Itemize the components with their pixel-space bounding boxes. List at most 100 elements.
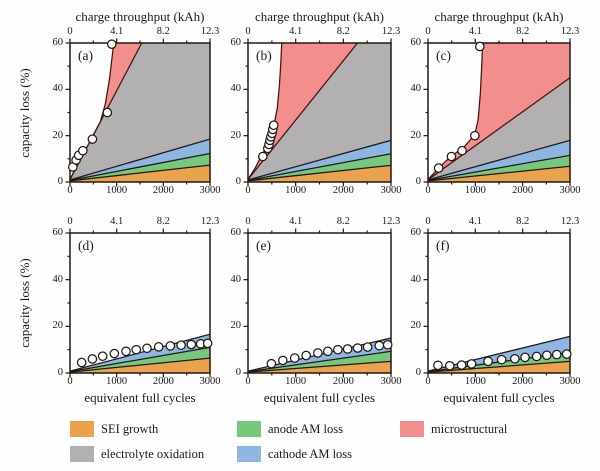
data-point [520, 352, 530, 363]
y-tick-label: 0 [235, 366, 241, 378]
band-electrolyte [70, 43, 210, 180]
subplot-a-canvas [65, 38, 211, 187]
subplot-letter-c: (c) [436, 48, 451, 63]
top-tick-label: 4.1 [289, 26, 303, 37]
edge-electrolyte [428, 77, 570, 181]
edge-cathode [428, 139, 570, 181]
y-tick-label: 40 [410, 273, 422, 285]
data-point [541, 350, 552, 361]
top-tick-label: 0 [425, 26, 431, 37]
top-axis-title: charge throughput (kAh) [75, 9, 205, 24]
subplot-letter-e: (e) [256, 238, 271, 253]
ticks [243, 228, 392, 378]
y-tick-label: 60 [52, 226, 64, 238]
data-point [106, 39, 117, 49]
band-electrolyte [248, 43, 391, 180]
top-tick-label: 0 [67, 216, 73, 227]
edge-anode [70, 346, 210, 373]
band-micro [428, 43, 570, 180]
data-point [483, 356, 493, 367]
top-tick-label: 8.2 [516, 216, 530, 227]
x-axis-title: equivalent full cycles [263, 390, 376, 405]
plot-area-a [70, 43, 210, 182]
y-tick-label: 20 [230, 320, 242, 332]
x-tick-label: 1000 [106, 376, 128, 387]
data-point [266, 358, 277, 369]
x-tick-label: 1000 [464, 185, 486, 196]
top-axis-title: charge throughput (kAh) [434, 9, 564, 24]
edge-cathode [248, 139, 391, 181]
y-tick-label: 60 [230, 226, 242, 238]
x-tick-label: 0 [67, 376, 73, 387]
data-point [446, 151, 457, 162]
ticks [65, 228, 211, 378]
top-tick-label: 12.3 [381, 216, 401, 227]
top-tick-label: 0 [245, 216, 251, 227]
x-tick-label: 3000 [380, 185, 402, 196]
y-tick-label: 0 [415, 366, 421, 378]
edge-sei [70, 357, 210, 373]
edge-anode [70, 152, 210, 181]
top-tick-label: 12.3 [200, 26, 220, 37]
legend-swatch-electrolyte [70, 446, 94, 462]
x-tick-label: 3000 [559, 185, 581, 196]
subplot-letter-b: (b) [256, 48, 272, 63]
data-point [165, 341, 176, 351]
x-tick-label: 1000 [285, 185, 307, 196]
data-point [289, 353, 300, 363]
y-tick-label: 40 [410, 83, 422, 95]
legend-swatch-sei [70, 421, 94, 437]
data-point [352, 343, 363, 353]
edge-sei [248, 164, 391, 182]
legend-swatch-micro [400, 421, 424, 437]
data-point [466, 359, 477, 369]
data-point [97, 351, 108, 362]
data-point [131, 344, 142, 355]
x-tick-label: 1000 [464, 376, 486, 387]
data-point [268, 120, 279, 131]
top-tick-label: 8.2 [336, 26, 350, 37]
top-tick-label: 12.3 [381, 26, 401, 37]
data-point [142, 343, 152, 354]
y-tick-label: 20 [410, 129, 422, 141]
legend-label-cathode: cathode AM loss [268, 446, 353, 461]
x-tick-label: 2000 [152, 185, 174, 196]
y-axis-title: capacity loss (%) [17, 258, 32, 348]
edge-anode [248, 153, 391, 181]
data-point [78, 145, 88, 156]
x-tick-label: 3000 [199, 376, 221, 387]
ticks [65, 38, 211, 187]
data-point [257, 151, 268, 162]
top-tick-label: 4.1 [110, 26, 124, 37]
x-tick-label: 2000 [512, 185, 534, 196]
x-axis-title: equivalent full cycles [84, 390, 196, 405]
edge-sei [248, 360, 391, 373]
data-point [531, 351, 542, 362]
subplot-c-canvas [423, 38, 571, 187]
x-tick-label: 0 [245, 376, 251, 387]
data-point [109, 348, 120, 359]
data-point [362, 342, 373, 352]
x-tick-label: 3000 [199, 185, 221, 196]
ticks [423, 38, 571, 187]
y-tick-label: 60 [410, 226, 422, 238]
data-points [433, 41, 485, 173]
edge-anode [428, 154, 570, 181]
data-point [186, 339, 197, 350]
data-point [342, 344, 353, 354]
top-tick-label: 0 [67, 26, 73, 37]
top-tick-label: 4.1 [110, 216, 124, 227]
ticks [423, 228, 571, 378]
y-tick-label: 20 [52, 320, 64, 332]
edge-micro [70, 43, 115, 180]
data-point [153, 342, 164, 352]
data-points [433, 349, 572, 371]
data-points [257, 120, 279, 162]
data-point [470, 130, 480, 141]
top-tick-label: 8.2 [156, 216, 170, 227]
x-axis-title: equivalent full cycles [443, 390, 555, 405]
data-point [475, 41, 485, 52]
data-point [202, 338, 213, 349]
y-tick-label: 0 [57, 175, 63, 187]
data-point [382, 339, 393, 350]
